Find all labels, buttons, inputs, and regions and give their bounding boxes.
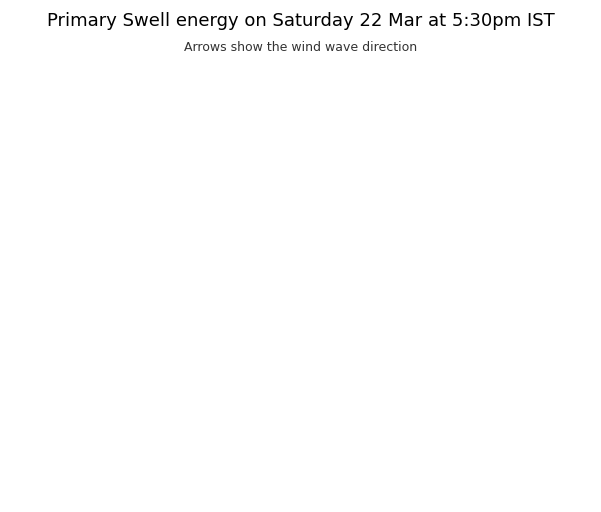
Text: Map data requires cartopy: Map data requires cartopy xyxy=(172,276,429,295)
Text: Primary Swell energy on Saturday 22 Mar at 5:30pm IST: Primary Swell energy on Saturday 22 Mar … xyxy=(47,12,554,30)
Text: Arrows show the wind wave direction: Arrows show the wind wave direction xyxy=(184,40,417,54)
